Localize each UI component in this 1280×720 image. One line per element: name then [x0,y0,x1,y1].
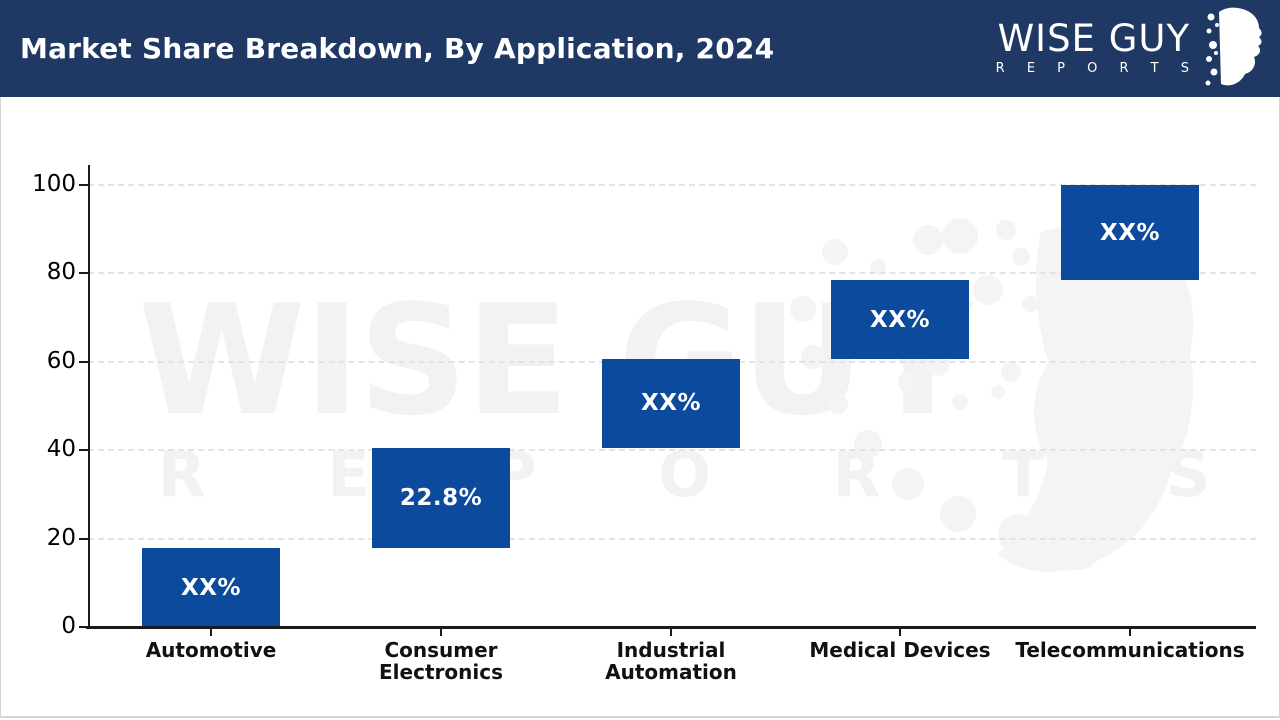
bar-value-label: XX% [869,306,930,333]
x-axis-tick [1129,627,1131,636]
bar-value-label: 22.8% [399,484,483,511]
gridline [88,449,1256,452]
y-axis-tick [79,449,88,452]
brand-name: WISE GUY [997,17,1191,60]
y-axis-tick [79,626,88,628]
figure-bottom-border [0,716,1280,718]
x-category-label-line: Automation [605,660,737,684]
brand-face-icon [1205,7,1262,85]
x-axis-tick [210,627,212,636]
y-tick-label: 20 [46,524,76,551]
y-tick-label: 100 [32,171,76,197]
y-axis-tick [79,537,88,540]
y-tick-label: 0 [61,613,76,639]
y-tick-label: 40 [46,436,76,463]
x-category-label: Consumer Electronics [321,639,561,683]
x-axis-tick [899,627,901,636]
brand-logo-text: WISE GUY R E P O R T S [990,20,1198,77]
figure-left-border [0,97,1,718]
x-category-label: Telecommunications [1010,639,1250,661]
gridline [88,537,1256,540]
y-tick-label: 60 [46,347,76,374]
brand-logo: WISE GUY R E P O R T S [990,0,1268,97]
watermark-face-icon [790,218,1194,572]
y-tick-label: 80 [46,259,76,286]
header-band: Market Share Breakdown, By Application, … [0,0,1280,97]
x-category-label-line: Consumer [384,638,498,662]
bar-value-label: XX% [640,390,701,417]
y-axis-spine [88,165,90,627]
bar: XX% [142,548,280,627]
x-category-label-line: Electronics [379,660,503,684]
bar: XX% [1061,185,1199,281]
page-title: Market Share Breakdown, By Application, … [20,32,775,65]
y-axis-tick [79,360,88,363]
x-category-label-line: Automotive [145,638,277,662]
x-category-label: Automotive [91,639,331,661]
y-axis-tick [79,184,88,186]
x-category-label-line: Telecommunications [1015,638,1245,662]
bar-value-label: XX% [180,574,241,601]
bar: 22.8% [372,447,510,549]
bar: XX% [602,359,740,448]
y-axis-tick [79,272,88,275]
x-axis-tick [440,627,442,636]
bar-value-label: XX% [1099,219,1160,246]
brand-subname: R E P O R T S [995,61,1198,76]
x-category-label: Industrial Automation [551,639,791,683]
x-category-label: Medical Devices [780,639,1020,661]
gridline [88,272,1256,275]
gridline [88,184,1256,186]
bar: XX% [831,280,969,360]
x-category-label-line: Medical Devices [809,638,991,662]
x-category-label-line: Industrial [616,638,726,662]
x-axis-tick [670,627,672,636]
